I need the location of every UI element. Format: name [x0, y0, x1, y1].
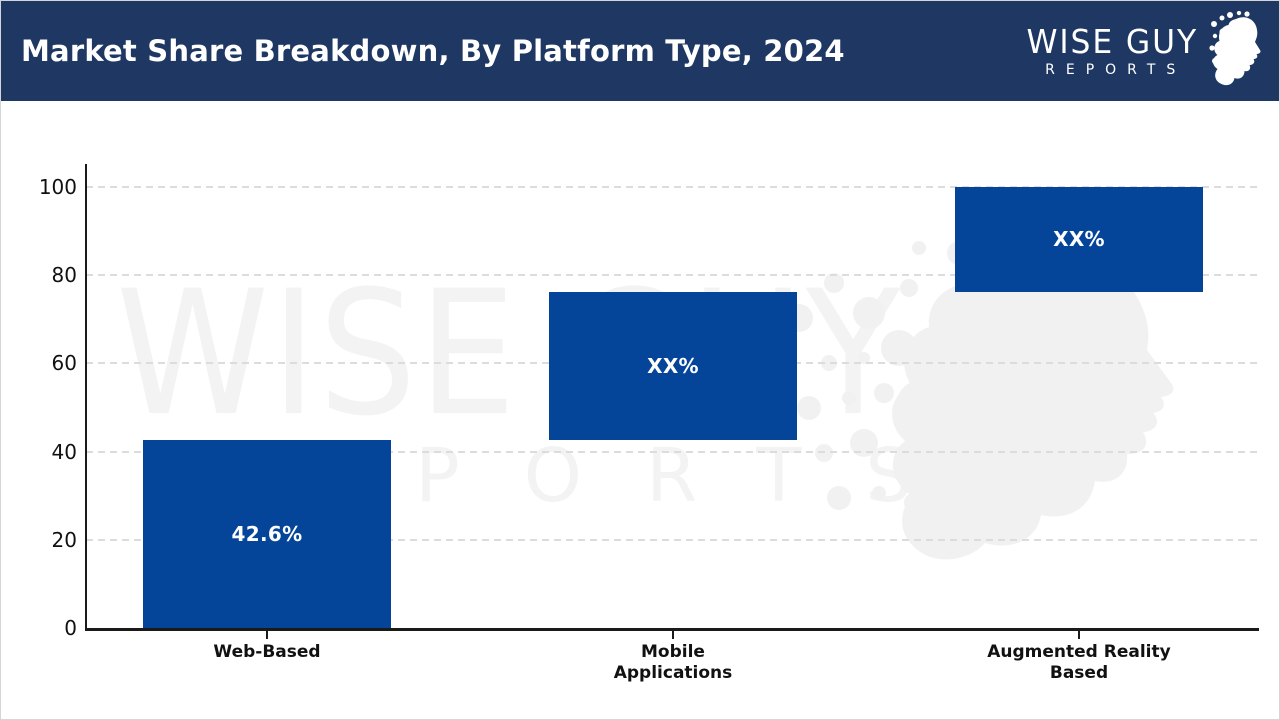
brand-logo: WISE GUY REPORTS [1022, 11, 1261, 91]
gridline-y-100 [86, 186, 1259, 188]
x-category-label-line: Web-Based [213, 642, 321, 662]
gridline-y-40 [86, 450, 1259, 453]
bar-web-based: 42.6% [143, 440, 391, 628]
x-axis-line [84, 628, 1259, 631]
bar-value-label: XX% [1053, 227, 1105, 252]
header-bar: Market Share Breakdown, By Platform Type… [1, 1, 1279, 101]
bar-value-label: XX% [647, 354, 699, 379]
y-tick-label: 100 [38, 175, 77, 199]
bar-value-label: 42.6% [231, 522, 303, 547]
brand-name: WISE GUY [1026, 22, 1199, 61]
x-category-label-line: Augmented Reality [987, 642, 1171, 662]
x-tick-mark [265, 630, 269, 639]
brand-logo-text: WISE GUY REPORTS [1022, 25, 1203, 77]
y-tick-label: 20 [51, 527, 77, 552]
y-tick-label: 40 [51, 439, 77, 464]
y-tick-label: 0 [64, 616, 77, 640]
x-category-label: Web-Based [127, 642, 407, 663]
bar-augmented-reality: XX% [955, 187, 1203, 292]
x-tick-mark [1077, 630, 1081, 639]
y-tick-label: 80 [51, 263, 77, 288]
y-tick-label: 60 [51, 351, 77, 376]
gridline-y-80 [86, 274, 1259, 277]
y-axis-line [84, 164, 87, 631]
x-category-label-line: Mobile [641, 642, 705, 662]
x-category-label: Augmented Reality Based [939, 642, 1219, 684]
x-tick-mark [671, 630, 675, 639]
page-title: Market Share Breakdown, By Platform Type… [21, 34, 845, 68]
x-category-label-line: Based [1049, 663, 1109, 683]
dotted-head-profile-icon [1209, 11, 1261, 86]
gridline-y-20 [86, 538, 1259, 541]
bar-mobile: XX% [549, 291, 797, 441]
dotted-head-profile-watermark [785, 241, 1174, 560]
x-category-label-line: Applications [613, 663, 733, 683]
x-category-label: Mobile Applications [533, 642, 813, 684]
brand-subname: REPORTS [1045, 62, 1187, 78]
